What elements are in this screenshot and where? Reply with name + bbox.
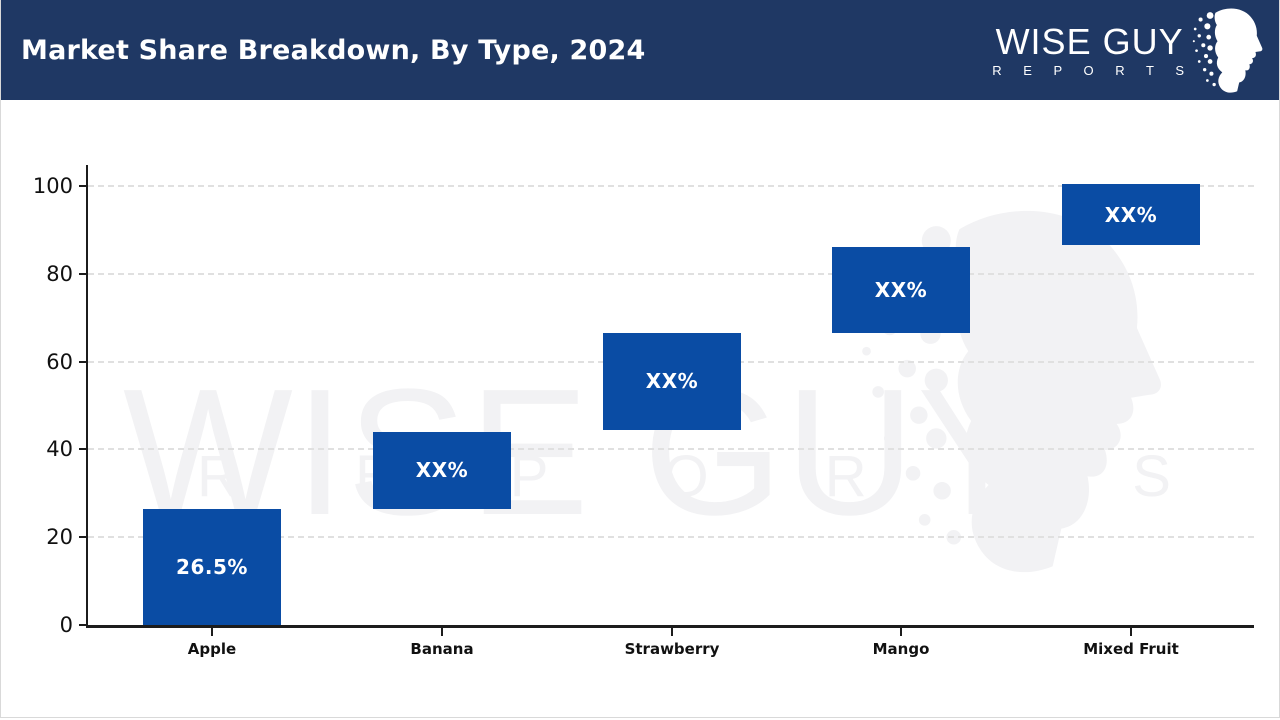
- x-tick-mango: [900, 628, 902, 636]
- bar-value-label-strawberry: XX%: [645, 369, 699, 394]
- y-axis-line: [86, 165, 88, 627]
- bar-banana: XX%: [373, 431, 511, 509]
- logo-subtitle: R E P O R T S: [992, 62, 1193, 78]
- chart-area: WISE GUY R E P O R T S 0 20 40 60 80 100 26.5%…: [1, 100, 1279, 717]
- y-tick-0: [79, 624, 87, 626]
- y-tick-label: 0: [59, 613, 73, 637]
- y-tick-80: [79, 272, 87, 275]
- gridline-20: [88, 536, 1254, 539]
- bar-value-label-mixed-fruit: XX%: [1104, 202, 1158, 227]
- x-tick-mixed-fruit: [1130, 628, 1132, 636]
- y-tick-40: [79, 448, 87, 451]
- y-tick-20: [79, 536, 87, 539]
- gridline-100: [88, 185, 1254, 187]
- gridline-80: [88, 272, 1254, 275]
- x-category-label-strawberry: Strawberry: [624, 640, 720, 658]
- x-tick-apple: [211, 628, 213, 636]
- gridline-40: [88, 448, 1254, 451]
- bar-value-label-mango: XX%: [874, 278, 928, 303]
- y-tick-label: 100: [32, 174, 73, 198]
- y-tick-label: 40: [46, 437, 73, 462]
- page-title: Market Share Breakdown, By Type, 2024: [21, 34, 646, 66]
- x-tick-banana: [441, 628, 443, 636]
- y-tick-label: 20: [46, 525, 73, 550]
- wise-guy-logo: WISE GUY R E P O R T S: [986, 6, 1265, 94]
- y-tick-60: [79, 360, 87, 363]
- y-tick-label: 60: [46, 349, 73, 374]
- x-category-label-mixed-fruit: Mixed Fruit: [1083, 640, 1179, 658]
- bar-value-label-apple: 26.5%: [176, 554, 248, 579]
- y-tick-100: [79, 185, 87, 187]
- y-tick-label: 80: [46, 261, 73, 286]
- bar-mixed-fruit: XX%: [1062, 183, 1200, 246]
- x-category-label-banana: Banana: [410, 640, 474, 658]
- logo-wordmark: WISE GUY: [995, 20, 1184, 62]
- x-tick-strawberry: [671, 628, 673, 636]
- bar-value-label-banana: XX%: [415, 458, 469, 483]
- bar-mango: XX%: [832, 247, 970, 334]
- bar-apple: 26.5%: [143, 508, 281, 625]
- x-category-label-mango: Mango: [872, 640, 930, 658]
- x-category-label-apple: Apple: [187, 640, 237, 658]
- x-axis-line: [86, 625, 1254, 628]
- header-bar: Market Share Breakdown, By Type, 2024 WI…: [1, 0, 1279, 100]
- bar-strawberry: XX%: [603, 333, 741, 430]
